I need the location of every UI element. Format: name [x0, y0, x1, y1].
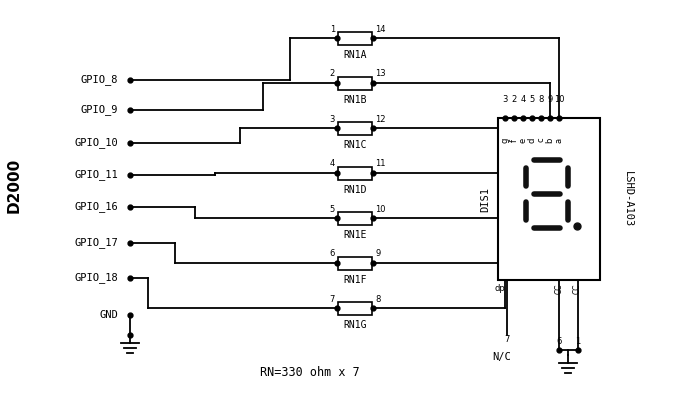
Text: LSHD-A103: LSHD-A103 — [623, 171, 633, 227]
Text: a: a — [554, 138, 564, 143]
Text: 3: 3 — [503, 95, 507, 105]
Text: 11: 11 — [375, 160, 386, 169]
Text: 4: 4 — [520, 95, 526, 105]
Text: GPIO_11: GPIO_11 — [74, 169, 118, 180]
Text: 5: 5 — [330, 204, 335, 213]
Text: GPIO_9: GPIO_9 — [80, 105, 118, 116]
Text: CC: CC — [554, 284, 564, 294]
Text: GPIO_17: GPIO_17 — [74, 237, 118, 248]
Text: D2000: D2000 — [6, 157, 22, 213]
Text: 3: 3 — [330, 114, 335, 123]
Text: 14: 14 — [375, 24, 386, 33]
Text: CC: CC — [573, 284, 582, 294]
Text: 12: 12 — [375, 114, 386, 123]
Text: 7: 7 — [330, 294, 335, 303]
Text: RN1B: RN1B — [343, 95, 367, 105]
Text: 6: 6 — [556, 337, 562, 346]
Text: 6: 6 — [330, 250, 335, 259]
Text: 8: 8 — [375, 294, 380, 303]
Text: 10: 10 — [375, 204, 386, 213]
Bar — [338, 301, 372, 314]
Text: e: e — [519, 138, 528, 143]
Bar — [498, 118, 600, 280]
Text: DIS1: DIS1 — [480, 187, 490, 211]
Text: N/C: N/C — [493, 352, 512, 362]
Text: 2: 2 — [330, 70, 335, 79]
Text: 9: 9 — [375, 250, 380, 259]
Text: d: d — [528, 137, 536, 143]
Text: RN1E: RN1E — [343, 230, 367, 240]
Text: c: c — [536, 138, 545, 142]
Text: RN1D: RN1D — [343, 185, 367, 195]
Text: 7: 7 — [504, 335, 510, 344]
Text: 4: 4 — [330, 160, 335, 169]
Text: 5: 5 — [529, 95, 535, 105]
Text: RN1A: RN1A — [343, 50, 367, 60]
Text: 10: 10 — [554, 95, 564, 105]
Text: GPIO_18: GPIO_18 — [74, 273, 118, 283]
Text: 2: 2 — [512, 95, 517, 105]
Text: GPIO_8: GPIO_8 — [80, 75, 118, 85]
Text: b: b — [545, 137, 554, 143]
Text: f: f — [510, 138, 519, 141]
Text: RN1F: RN1F — [343, 275, 367, 285]
Bar — [338, 77, 372, 90]
Text: RN1G: RN1G — [343, 320, 367, 330]
Text: 1: 1 — [330, 24, 335, 33]
Text: GPIO_10: GPIO_10 — [74, 138, 118, 149]
Text: RN=330 ohm x 7: RN=330 ohm x 7 — [260, 365, 360, 378]
Bar — [338, 121, 372, 134]
Text: 9: 9 — [547, 95, 552, 105]
Text: 1: 1 — [575, 337, 580, 346]
Bar — [338, 211, 372, 224]
Bar — [338, 31, 372, 44]
Text: g: g — [500, 137, 510, 143]
Text: dp: dp — [494, 284, 505, 293]
Text: GPIO_16: GPIO_16 — [74, 202, 118, 213]
Bar — [338, 167, 372, 180]
Text: 13: 13 — [375, 70, 386, 79]
Bar — [338, 257, 372, 270]
Text: 8: 8 — [538, 95, 544, 105]
Text: GND: GND — [99, 310, 118, 320]
Text: RN1C: RN1C — [343, 140, 367, 150]
